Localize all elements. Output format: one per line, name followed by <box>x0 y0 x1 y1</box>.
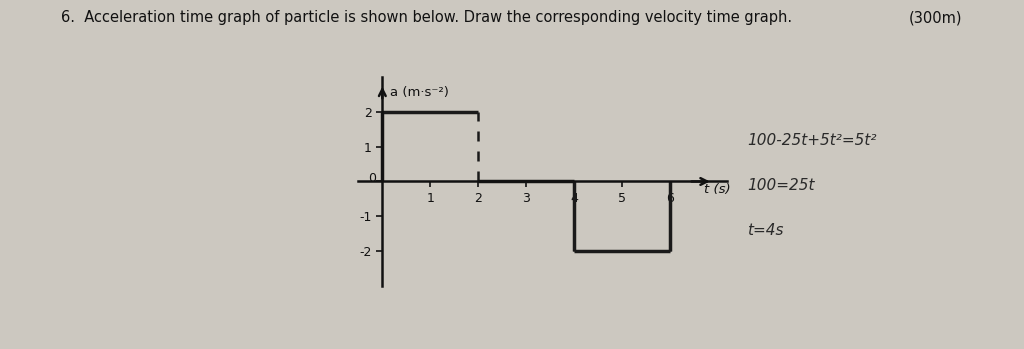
Text: t=4s: t=4s <box>748 223 784 238</box>
Text: t (s): t (s) <box>705 183 731 196</box>
Text: a (m·s⁻²): a (m·s⁻²) <box>389 86 449 98</box>
Text: (300m): (300m) <box>909 10 963 25</box>
Text: 100=25t: 100=25t <box>748 178 815 193</box>
Text: 6.  Acceleration time graph of particle is shown below. Draw the corresponding v: 6. Acceleration time graph of particle i… <box>61 10 793 25</box>
Text: 0: 0 <box>368 172 376 185</box>
Text: 100-25t+5t²=5t²: 100-25t+5t²=5t² <box>748 133 877 148</box>
